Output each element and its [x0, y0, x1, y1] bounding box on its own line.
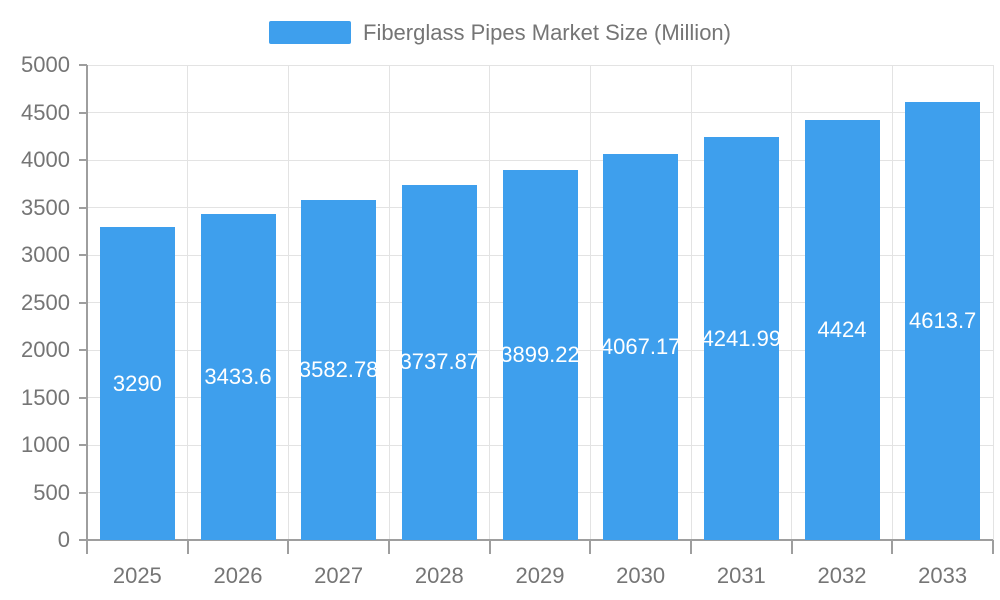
gridline-horizontal: [87, 159, 993, 161]
y-axis-tick-label: 1000: [21, 432, 70, 457]
bar-value-label: 4424: [817, 316, 867, 342]
y-axis-tick: [79, 396, 87, 399]
bar-2033[interactable]: [905, 101, 981, 540]
x-axis-tick-label: 2026: [213, 563, 263, 588]
y-axis-tick: [79, 539, 87, 541]
bar-2030[interactable]: [603, 153, 679, 540]
gridline-vertical: [187, 65, 189, 540]
x-axis-tick: [589, 540, 592, 554]
x-axis-tick: [488, 540, 491, 554]
bar-2028[interactable]: [401, 184, 477, 540]
bar-value-label: 3737.87: [399, 349, 480, 375]
y-axis-tick-label: 1500: [21, 384, 70, 410]
y-axis-tick: [79, 301, 87, 304]
x-axis-tick-label: 2029: [515, 563, 565, 588]
legend-swatch: [269, 21, 351, 44]
y-axis-tick-label: 5000: [21, 52, 70, 77]
gridline-vertical: [992, 65, 994, 540]
y-axis-tick-label: 3500: [21, 194, 70, 220]
x-axis-tick: [287, 540, 290, 554]
y-axis-tick: [79, 349, 87, 351]
y-axis-tick-label: 4500: [21, 99, 70, 125]
y-axis-tick-label: 2500: [21, 289, 70, 315]
bar-value-label: 3899.22: [500, 341, 580, 367]
bar-value-label: 4613.7: [909, 307, 977, 333]
x-axis-tick-label: 2030: [616, 563, 666, 588]
gridline-vertical: [690, 65, 692, 540]
bar-value-label: 4067.17: [600, 333, 681, 359]
bar-2029[interactable]: [502, 169, 578, 540]
x-axis-tick: [186, 540, 189, 554]
gridline-vertical: [388, 65, 390, 540]
bar-2031[interactable]: [703, 137, 779, 540]
y-axis-tick: [79, 444, 87, 446]
y-axis-tick: [79, 254, 87, 256]
gridline-horizontal: [87, 64, 993, 66]
bar-2027[interactable]: [301, 199, 377, 540]
x-axis-tick: [790, 540, 793, 554]
bar-2026[interactable]: [200, 213, 276, 540]
x-axis-tick: [388, 540, 390, 554]
y-axis-tick: [79, 111, 87, 114]
gridline-vertical: [287, 65, 289, 540]
y-axis-tick: [79, 64, 87, 66]
x-axis-line: [87, 539, 993, 541]
x-axis-tick: [690, 540, 692, 554]
gridline-horizontal: [87, 112, 993, 113]
y-axis-tick: [79, 159, 87, 161]
gridline-vertical: [891, 65, 893, 540]
bar-2032[interactable]: [804, 119, 880, 540]
bar-value-label: 3582.78: [298, 356, 379, 382]
y-axis-tick-label: 4000: [21, 147, 70, 172]
y-axis-tick-label: 0: [57, 527, 70, 552]
y-axis-tick-label: 500: [33, 479, 70, 505]
x-axis-tick-label: 2031: [716, 563, 766, 588]
y-axis-tick: [79, 491, 87, 494]
x-axis-tick: [891, 540, 894, 554]
bar-value-label: 4241.99: [701, 325, 782, 351]
bar-value-label: 3290: [112, 370, 162, 396]
x-axis-tick-label: 2028: [414, 563, 464, 588]
x-axis-tick-label: 2027: [314, 563, 364, 588]
y-axis-tick: [79, 206, 87, 209]
gridline-vertical: [489, 65, 491, 540]
x-axis-tick-label: 2033: [918, 563, 968, 588]
gridline-vertical: [589, 65, 591, 540]
bar-2025[interactable]: [99, 227, 175, 540]
legend-label: Fiberglass Pipes Market Size (Million): [363, 20, 731, 45]
bar-value-label: 3433.6: [204, 363, 272, 389]
x-axis-tick: [992, 540, 994, 554]
y-axis-line: [86, 65, 88, 554]
x-axis-tick-label: 2032: [817, 563, 867, 588]
x-axis-tick-label: 2025: [112, 563, 162, 588]
gridline-vertical: [791, 65, 793, 540]
y-axis-tick-label: 2000: [21, 337, 70, 362]
y-axis-tick-label: 3000: [21, 242, 70, 267]
legend[interactable]: Fiberglass Pipes Market Size (Million): [0, 20, 1000, 45]
